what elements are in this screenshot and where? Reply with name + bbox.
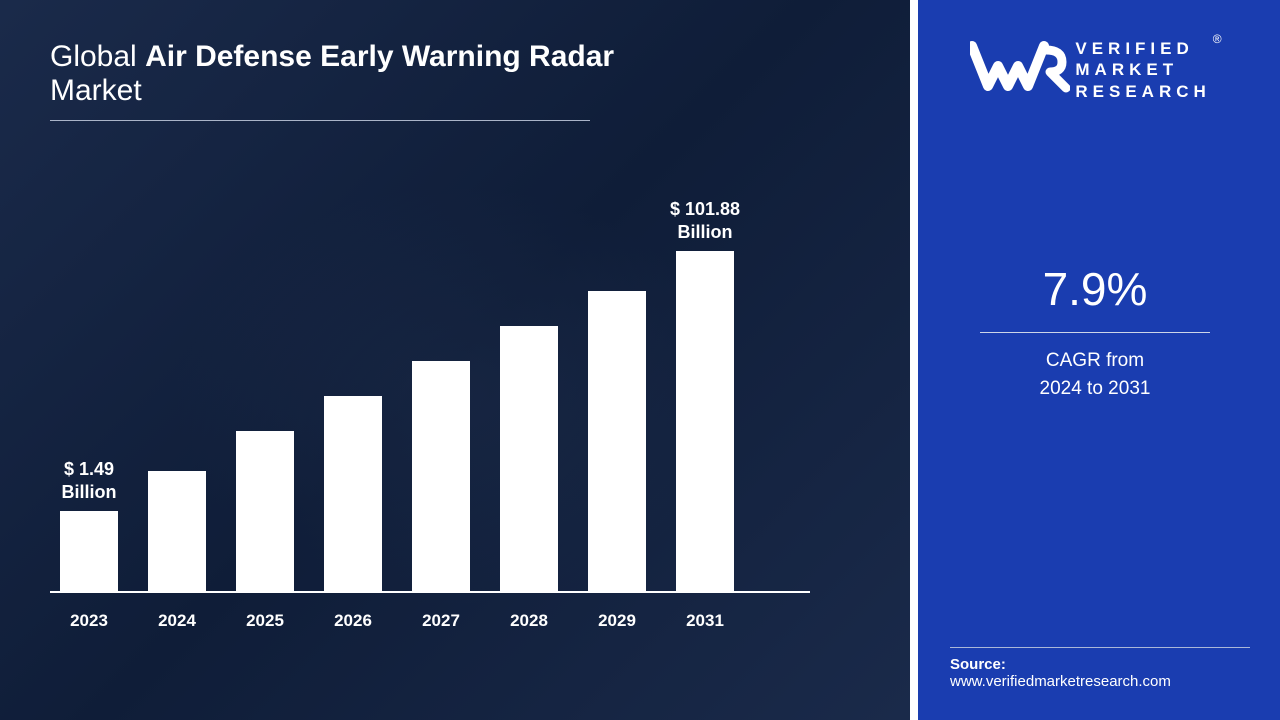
bar-rect xyxy=(588,291,646,591)
source-label: Source: xyxy=(950,656,1260,673)
title-underline xyxy=(50,120,590,121)
panel-divider xyxy=(910,0,918,720)
x-label-2025: 2025 xyxy=(236,611,294,631)
x-axis-labels: 2023 2024 2025 2026 2027 2028 2029 2031 xyxy=(50,611,810,631)
x-axis-line xyxy=(50,591,810,593)
title-line-2: Market xyxy=(50,74,860,108)
vmr-logo: VERIFIEDMARKETRESEARCH ® xyxy=(970,38,1219,102)
x-label-2031: 2031 xyxy=(676,611,734,631)
first-bar-value-label: $ 1.49Billion xyxy=(62,458,117,503)
bar-2027 xyxy=(412,361,470,591)
bar-rect xyxy=(500,326,558,591)
cagr-desc-line-2: 2024 to 2031 xyxy=(1040,378,1151,399)
x-label-2027: 2027 xyxy=(412,611,470,631)
bar-rect xyxy=(412,361,470,591)
registered-icon: ® xyxy=(1213,32,1222,46)
left-panel: Global Air Defense Early Warning Radar M… xyxy=(0,0,910,720)
vmr-logo-icon xyxy=(970,38,1070,100)
bar-rect xyxy=(60,511,118,591)
bar-2026 xyxy=(324,396,382,591)
bar-rect xyxy=(324,396,382,591)
bars-container: $ 1.49Billion $ 101.88Billion xyxy=(50,191,810,591)
source-block: Source: www.verifiedmarketresearch.com xyxy=(950,647,1260,690)
x-label-2024: 2024 xyxy=(148,611,206,631)
title-line-1: Global Air Defense Early Warning Radar xyxy=(50,40,860,74)
bar-rect xyxy=(676,251,734,591)
title-prefix: Global xyxy=(50,40,145,73)
cagr-value: 7.9% xyxy=(980,262,1210,316)
right-panel: VERIFIEDMARKETRESEARCH ® 7.9% CAGR from … xyxy=(910,0,1280,720)
bar-2031: $ 101.88Billion xyxy=(676,251,734,591)
bar-2028 xyxy=(500,326,558,591)
source-underline xyxy=(950,647,1250,648)
x-label-2028: 2028 xyxy=(500,611,558,631)
bar-rect xyxy=(148,471,206,591)
cagr-desc-line-1: CAGR from xyxy=(1046,350,1144,371)
cagr-description: CAGR from 2024 to 2031 xyxy=(980,347,1210,404)
x-label-2029: 2029 xyxy=(588,611,646,631)
title-bold: Air Defense Early Warning Radar xyxy=(145,40,614,73)
x-label-2023: 2023 xyxy=(60,611,118,631)
bar-rect xyxy=(236,431,294,591)
stat-block: 7.9% CAGR from 2024 to 2031 xyxy=(980,262,1210,404)
bar-2024 xyxy=(148,471,206,591)
title-block: Global Air Defense Early Warning Radar M… xyxy=(50,40,860,121)
source-url: www.verifiedmarketresearch.com xyxy=(950,673,1260,690)
stat-underline xyxy=(980,332,1210,333)
bar-2029 xyxy=(588,291,646,591)
bar-2025 xyxy=(236,431,294,591)
logo-text: VERIFIEDMARKETRESEARCH xyxy=(1075,38,1210,102)
last-bar-value-label: $ 101.88Billion xyxy=(670,198,740,243)
x-label-2026: 2026 xyxy=(324,611,382,631)
bar-chart: $ 1.49Billion$ 101.88Billion 20232024202… xyxy=(50,161,810,631)
bar-2023: $ 1.49Billion xyxy=(60,511,118,591)
